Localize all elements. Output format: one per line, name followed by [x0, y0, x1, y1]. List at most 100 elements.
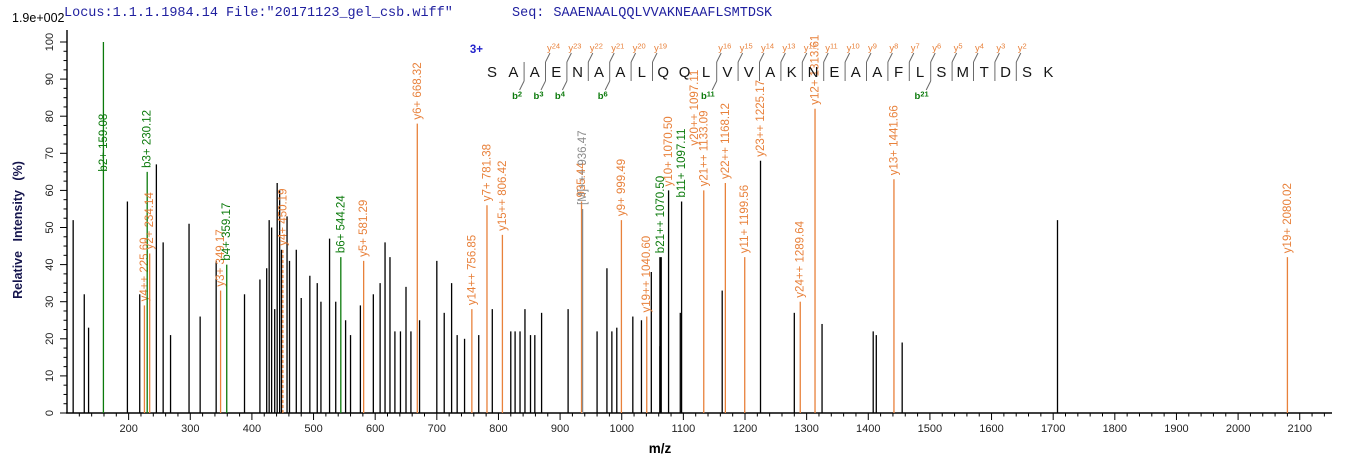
residue-letter: M	[957, 64, 970, 81]
cleavage-mark-y-flick	[609, 52, 615, 63]
fragment-y-ion-label: y13	[782, 42, 795, 55]
cleavage-mark-y-flick	[737, 52, 744, 63]
residue-letter: K	[1043, 64, 1053, 81]
peak-label: y21++ 1133.09	[698, 111, 710, 187]
peak-label: b4+ 359.17	[221, 203, 233, 261]
x-tick-label: 1500	[918, 423, 942, 435]
y-tick-label: 20	[44, 333, 56, 345]
residue-letter: A	[851, 64, 861, 81]
residue-letter: A	[530, 64, 540, 81]
peak-label: 935.44	[576, 162, 588, 198]
residue-letter: E	[829, 64, 839, 81]
cleavage-mark-b-flick	[519, 80, 525, 91]
residue-letter: E	[551, 64, 561, 81]
residue-letter: A	[615, 64, 625, 81]
cleavage-mark-y-flick	[780, 52, 786, 63]
peak-label: y23++ 1225.17	[755, 80, 767, 157]
fragment-y-ion-label: y9	[868, 42, 877, 55]
intensity-max-label: 1.9e+002	[12, 11, 65, 25]
peak-label: b3+ 230.12	[142, 110, 154, 168]
precursor-charge-label: 3+	[470, 44, 483, 56]
peak-label: y22++ 1168.12	[720, 103, 732, 179]
cleavage-mark-y-flick	[716, 52, 722, 63]
y-tick-label: 90	[44, 73, 56, 85]
y-tick-label: 70	[44, 147, 56, 159]
fragment-y-ion-label: y3	[996, 42, 1005, 55]
fragment-y-ion-label: y10	[847, 42, 860, 55]
residue-letter: Q	[657, 64, 669, 81]
peak-label: y6+ 668.32	[412, 62, 424, 119]
peak-label: [M]+++ 936.47	[577, 130, 589, 205]
residue-letter: T	[980, 64, 989, 81]
peak-label: y24++ 1289.64	[795, 220, 807, 297]
cleavage-mark-y-flick	[1015, 52, 1022, 63]
cleavage-mark-y-flick	[973, 52, 979, 63]
x-tick-label: 1300	[794, 423, 818, 435]
peak-label: y13+ 1441.66	[888, 105, 900, 175]
generated-plot-content: 200 300 400 500 600 700 800 900 1000 1100 1200 1300…	[44, 30, 1332, 435]
seq-value: SAAENAALQQLVVAKNEAAFLSMTDSK	[553, 6, 773, 21]
x-tick-label: 1600	[979, 423, 1003, 435]
residue-letter: F	[894, 64, 903, 81]
peak-label: y20++ 1097.11	[689, 70, 701, 146]
residue-letter: S	[1022, 64, 1032, 81]
fragment-b-ion-label: b11	[701, 90, 715, 103]
y-tick-label: 10	[44, 370, 56, 382]
cleavage-mark-y-flick	[887, 52, 893, 63]
residue-letter: D	[1000, 64, 1011, 81]
y-tick-label: 40	[44, 258, 56, 270]
cleavage-mark-b-flick	[604, 80, 611, 91]
fragment-b-ion-label: b2	[512, 90, 522, 103]
x-tick-label: 900	[551, 423, 569, 435]
x-tick-label: 300	[181, 423, 199, 435]
peak-label: y9+ 999.49	[616, 159, 628, 216]
cleavage-mark-y-flick	[801, 52, 808, 63]
cleavage-mark-y-flick	[866, 52, 872, 63]
seq-label: Seq:	[512, 6, 545, 21]
peak-label: y4+ 450.19	[277, 189, 289, 246]
sequence-header: Seq: SAAENAALQQLVVAKNEAAFLSMTDSK	[512, 6, 772, 21]
fragment-b-ion-label: b21	[915, 90, 929, 103]
y-tick-label: 50	[44, 221, 56, 233]
residue-letter: L	[638, 64, 646, 81]
peak-label: b6+ 544.24	[335, 195, 347, 253]
residue-letter: N	[572, 64, 583, 81]
x-tick-label: 2000	[1226, 423, 1250, 435]
peak-label: y4++ 225.60	[139, 237, 151, 301]
fragment-y-ion-label: y21	[611, 42, 624, 55]
cleavage-mark-y-flick	[930, 52, 936, 63]
cleavage-mark-y-flick	[951, 52, 958, 63]
cleavage-mark-y-flick	[759, 52, 765, 63]
fragment-y-ion-label: y23	[568, 42, 581, 55]
peak-label: y10+ 1070.50	[663, 116, 675, 186]
cleavage-mark-b-flick	[711, 80, 718, 91]
x-tick-label: 600	[366, 423, 384, 435]
peak-label: b21++ 1070.50	[655, 176, 667, 253]
fragment-y-ion-label: y15	[740, 42, 753, 55]
peak-label: b2+ 159.08	[98, 114, 110, 172]
x-tick-label: 400	[243, 423, 261, 435]
x-tick-label: 1200	[733, 423, 757, 435]
x-tick-label: 1000	[609, 423, 633, 435]
fragment-y-ion-label: y16	[718, 42, 731, 55]
fragment-b-ion-label: b6	[598, 90, 608, 103]
peak-label: y19++ 1040.60	[641, 236, 653, 313]
peak-label: y11+ 1199.56	[739, 185, 751, 253]
cleavage-mark-y-flick	[587, 52, 594, 63]
fragment-y-ion-label: y7	[911, 42, 920, 55]
residue-letter: S	[936, 64, 946, 81]
x-tick-label: 1700	[1041, 423, 1065, 435]
fragment-y-ion-label: y19	[654, 42, 667, 55]
residue-letter: A	[765, 64, 775, 81]
residue-letter: A	[508, 64, 518, 81]
locus-file-text: Locus:1.1.1.1984.14 File:"20171123_gel_c…	[64, 6, 453, 21]
y-tick-label: 0	[44, 410, 56, 416]
y-tick-label: 60	[44, 184, 56, 196]
cleavage-mark-y-flick	[844, 52, 851, 63]
cleavage-mark-y-flick	[630, 52, 637, 63]
residue-letter: A	[872, 64, 882, 81]
cleavage-mark-y-flick	[823, 52, 829, 63]
residue-letter: K	[787, 64, 797, 81]
